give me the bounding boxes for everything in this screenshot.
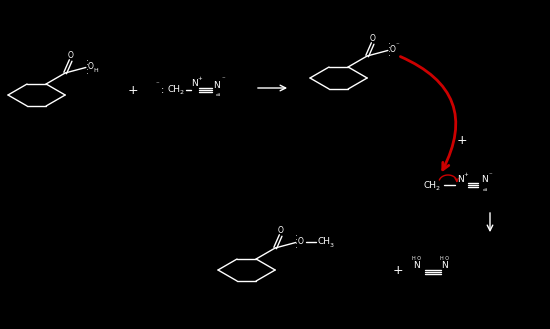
Text: ⁻: ⁻ xyxy=(396,42,400,48)
Text: :: : xyxy=(86,67,89,76)
Text: ⁻: ⁻ xyxy=(488,172,492,178)
Text: :: : xyxy=(161,85,164,95)
Text: N: N xyxy=(441,262,447,270)
Text: +: + xyxy=(128,84,138,96)
Text: ⁻: ⁻ xyxy=(221,76,225,82)
Text: O: O xyxy=(68,51,74,60)
Text: N: N xyxy=(191,80,199,89)
Text: :: : xyxy=(388,41,391,50)
Text: 2: 2 xyxy=(180,90,184,95)
Text: O: O xyxy=(370,34,376,43)
Text: dd: dd xyxy=(482,188,488,192)
Text: CH: CH xyxy=(168,86,180,94)
Text: N: N xyxy=(414,262,420,270)
Text: 2: 2 xyxy=(436,186,440,190)
Text: O: O xyxy=(298,237,304,246)
Text: +: + xyxy=(197,77,202,82)
Text: O: O xyxy=(278,226,284,235)
Text: +: + xyxy=(393,264,403,276)
Text: CH: CH xyxy=(424,181,437,190)
Text: N: N xyxy=(456,174,463,184)
Text: ⁻: ⁻ xyxy=(155,81,159,87)
Text: N: N xyxy=(481,175,487,185)
Text: :: : xyxy=(295,241,298,250)
Text: CH: CH xyxy=(317,237,331,246)
Text: +: + xyxy=(464,171,469,176)
Text: :: : xyxy=(295,233,298,242)
Text: O: O xyxy=(88,62,94,71)
Text: +: + xyxy=(456,134,468,146)
Text: 3: 3 xyxy=(330,243,334,248)
Text: H O: H O xyxy=(439,256,448,261)
Text: H O: H O xyxy=(412,256,421,261)
Text: :: : xyxy=(388,49,391,58)
Text: H: H xyxy=(94,68,98,73)
Text: N: N xyxy=(213,81,221,89)
Text: :: : xyxy=(86,58,89,67)
Text: O: O xyxy=(390,45,396,54)
Text: dd: dd xyxy=(216,93,221,97)
